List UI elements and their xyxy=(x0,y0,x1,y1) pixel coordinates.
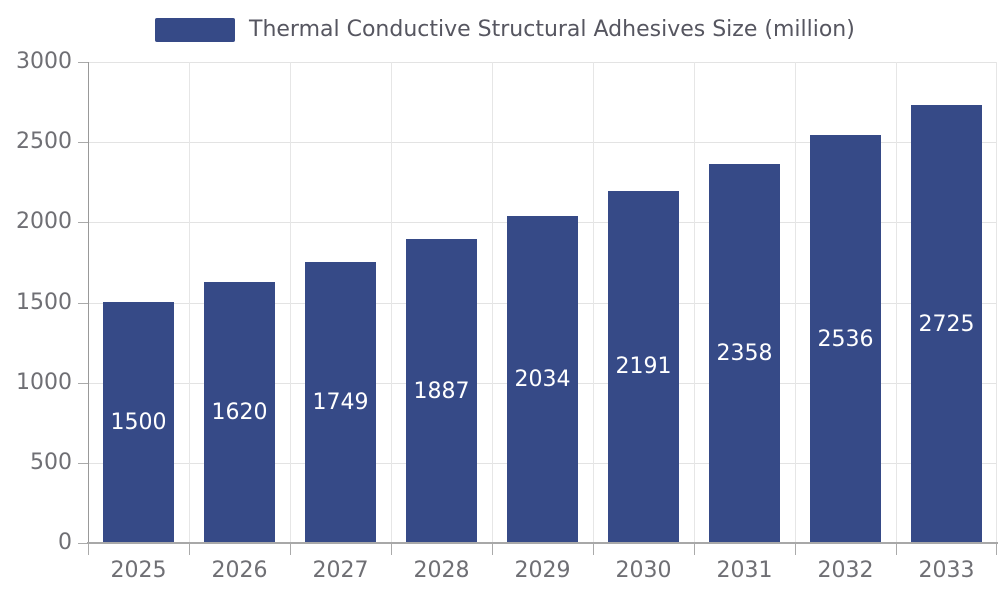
x-axis-tick xyxy=(391,543,392,555)
y-axis-tick xyxy=(78,302,88,304)
x-tick-label: 2030 xyxy=(615,558,672,583)
x-tick-label: 2028 xyxy=(413,558,470,583)
bar-2028[interactable] xyxy=(406,239,477,542)
bar-2032[interactable] xyxy=(810,135,881,542)
gridline-vertical xyxy=(492,62,493,543)
x-axis-tick xyxy=(795,543,796,555)
gridline-vertical xyxy=(996,62,997,543)
x-axis-tick xyxy=(290,543,291,555)
x-tick-label: 2032 xyxy=(817,558,874,583)
x-tick-label: 2031 xyxy=(716,558,773,583)
y-axis-line xyxy=(88,62,89,543)
bar-2033[interactable] xyxy=(911,105,982,542)
x-axis-tick xyxy=(492,543,493,555)
x-tick-label: 2027 xyxy=(312,558,369,583)
y-axis-tick xyxy=(78,62,88,63)
y-axis-tick xyxy=(78,543,88,544)
gridline-vertical xyxy=(391,62,392,543)
y-tick-label: 500 xyxy=(30,449,72,475)
y-tick-label: 3000 xyxy=(16,49,72,74)
legend-swatch-icon xyxy=(155,17,235,42)
legend: Thermal Conductive Structural Adhesives … xyxy=(155,17,855,42)
y-tick-label: 0 xyxy=(58,530,72,555)
gridline-vertical xyxy=(290,62,291,543)
x-tick-label: 2029 xyxy=(514,558,571,583)
x-axis-tick xyxy=(896,543,897,555)
y-axis-tick xyxy=(78,142,88,144)
x-axis-tick xyxy=(694,543,695,555)
y-tick-label: 1500 xyxy=(16,289,72,315)
gridline-horizontal xyxy=(88,62,997,63)
y-axis-tick xyxy=(78,382,88,384)
x-tick-label: 2033 xyxy=(918,558,975,583)
x-axis-tick xyxy=(189,543,190,555)
gridline-vertical xyxy=(795,62,796,543)
x-axis-tick xyxy=(593,543,594,555)
legend-label: Thermal Conductive Structural Adhesives … xyxy=(249,17,855,42)
bar-2030[interactable] xyxy=(608,190,679,542)
bar-2026[interactable] xyxy=(204,282,275,542)
plot-area: 1500 1620 1749 1887 2034 2191 2358 2536 2725 xyxy=(78,62,998,555)
y-tick-label: 1000 xyxy=(16,369,72,395)
x-tick-label: 2026 xyxy=(211,558,268,583)
gridline-vertical xyxy=(896,62,897,543)
bar-2031[interactable] xyxy=(709,163,780,542)
y-tick-label: 2000 xyxy=(16,209,72,235)
gridline-vertical xyxy=(189,62,190,543)
gridline-vertical xyxy=(593,62,594,543)
bar-2027[interactable] xyxy=(305,261,376,542)
y-axis-tick xyxy=(78,462,88,464)
gridline-horizontal xyxy=(88,142,997,144)
x-tick-label: 2025 xyxy=(110,558,167,583)
bar-2025[interactable] xyxy=(103,301,174,542)
legend-item[interactable]: Thermal Conductive Structural Adhesives … xyxy=(155,17,855,42)
y-tick-label: 2500 xyxy=(16,129,72,155)
bar-2029[interactable] xyxy=(507,215,578,542)
y-axis-tick xyxy=(78,222,88,224)
x-axis-tick xyxy=(996,543,997,555)
x-axis-line xyxy=(87,542,998,544)
x-axis-tick xyxy=(88,543,89,555)
gridline-vertical xyxy=(694,62,695,543)
